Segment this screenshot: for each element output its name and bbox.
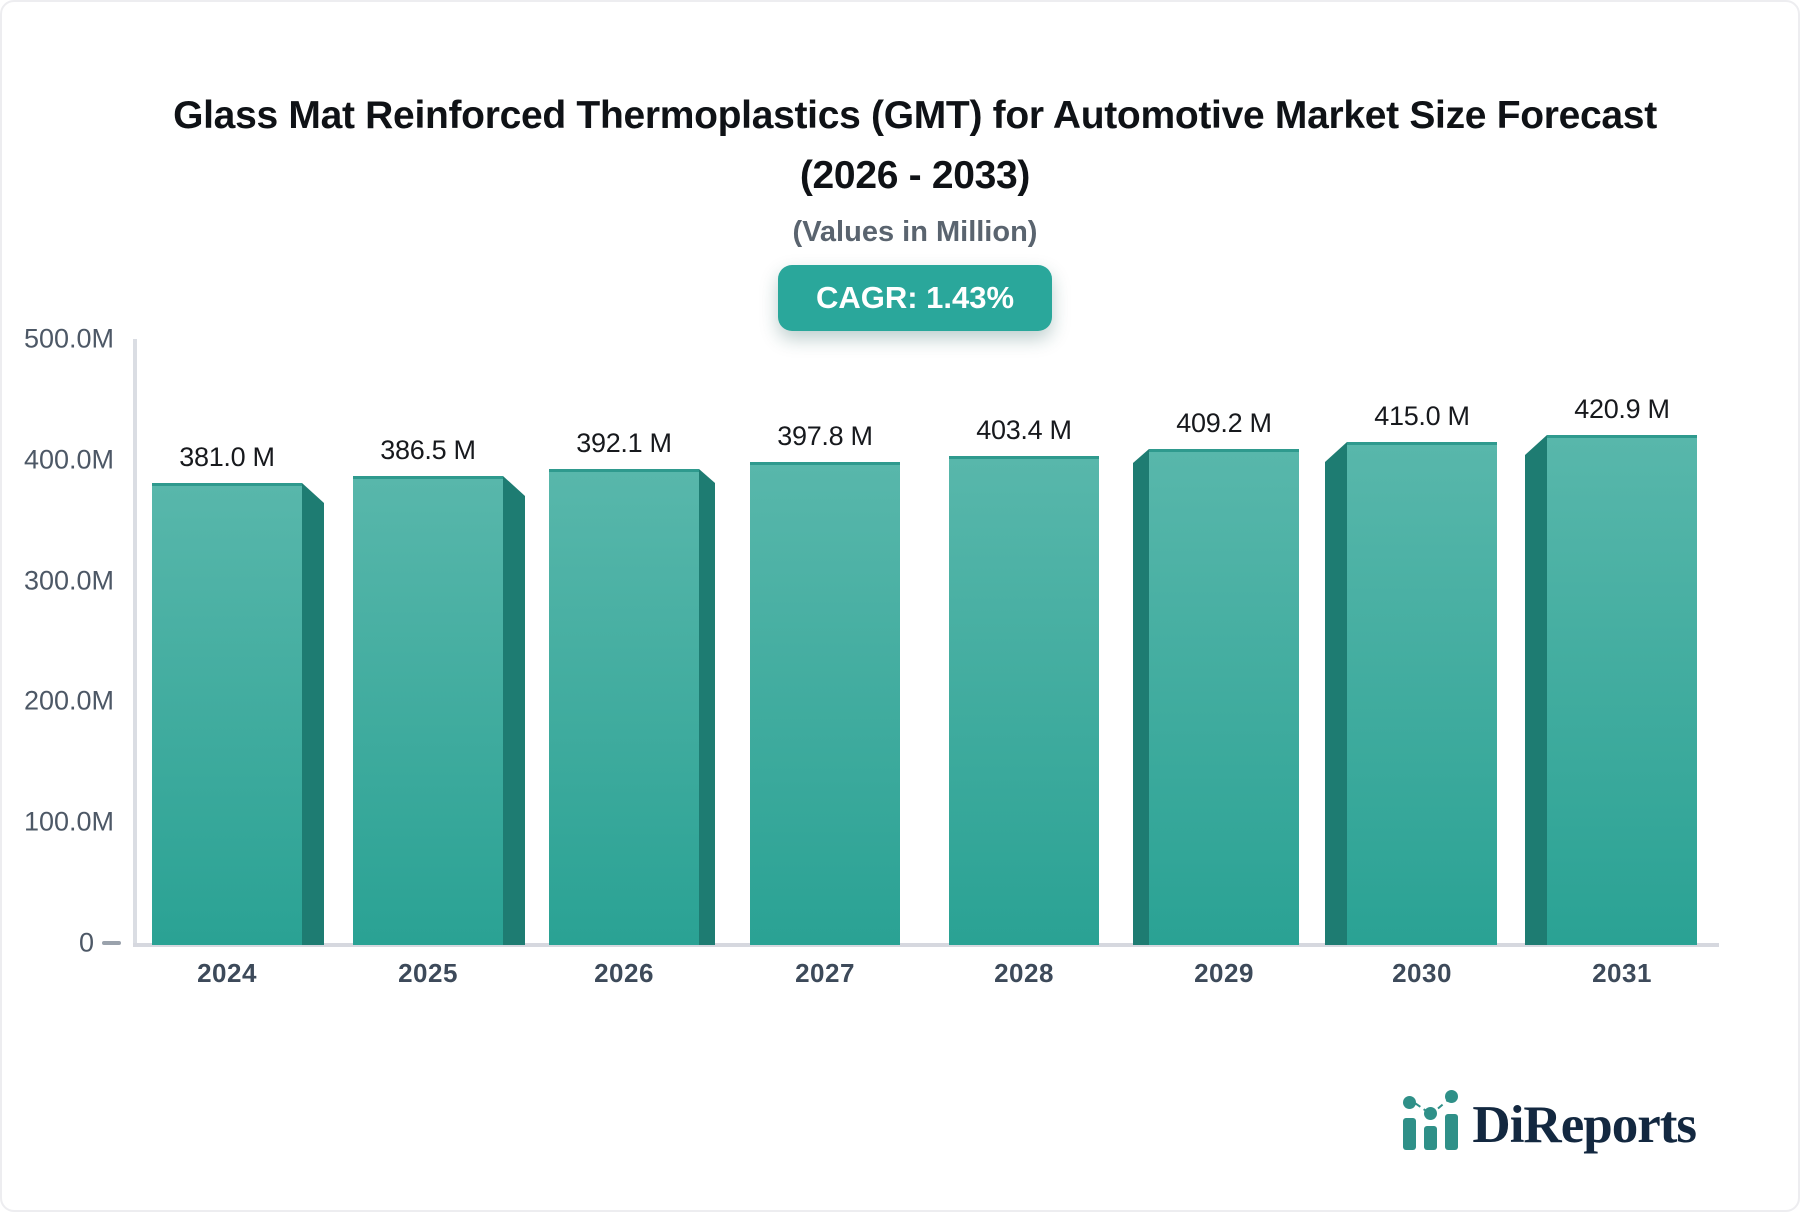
y-axis-tick-label: 500.0M xyxy=(23,323,114,354)
bar[interactable] xyxy=(949,456,1099,945)
bar-value-label: 381.0 M xyxy=(179,442,275,472)
y-axis-tick-mark xyxy=(102,941,121,945)
y-axis-tick-label: 0 xyxy=(78,927,94,958)
x-axis-label: 2024 xyxy=(197,958,257,988)
bar-chart-logo-icon xyxy=(1403,1086,1461,1150)
bar-3d-side xyxy=(302,483,324,945)
y-axis-tick-label: 200.0M xyxy=(23,685,114,716)
bar-value-label: 392.1 M xyxy=(576,428,672,458)
bar-value-label: 409.2 M xyxy=(1176,408,1272,438)
x-axis-label: 2025 xyxy=(398,958,458,988)
x-axis-label: 2029 xyxy=(1194,958,1254,988)
bar-3d-side xyxy=(1133,449,1149,945)
bar[interactable] xyxy=(353,476,503,945)
y-axis-tick-label: 100.0M xyxy=(23,806,114,837)
logo-text: DiReports xyxy=(1472,1096,1697,1155)
x-axis-label: 2030 xyxy=(1392,958,1452,988)
bar-3d-side xyxy=(503,476,525,945)
bar[interactable] xyxy=(1547,435,1697,945)
bar-3d-side xyxy=(1525,435,1547,945)
x-axis-label: 2027 xyxy=(795,958,855,988)
bar-value-label: 397.8 M xyxy=(777,421,873,451)
bar-value-label: 420.9 M xyxy=(1574,394,1670,424)
bar[interactable] xyxy=(750,462,900,945)
bar-value-label: 415.0 M xyxy=(1374,401,1470,431)
bar-value-label: 403.4 M xyxy=(976,415,1072,445)
chart-header: Glass Mat Reinforced Thermoplastics (GMT… xyxy=(107,94,1723,331)
chart-subtitle: (Values in Million) xyxy=(792,216,1038,248)
bar-value-label: 386.5 M xyxy=(380,435,476,465)
x-axis-label: 2028 xyxy=(994,958,1054,988)
y-axis-tick-label: 400.0M xyxy=(23,444,114,475)
bar-3d-side xyxy=(1325,442,1347,945)
bar[interactable] xyxy=(549,469,699,945)
bar[interactable] xyxy=(152,483,302,945)
y-axis-tick-label: 300.0M xyxy=(23,565,114,596)
x-axis-line xyxy=(133,943,1719,947)
y-axis-line xyxy=(133,339,137,947)
chart-title-line1: Glass Mat Reinforced Thermoplastics (GMT… xyxy=(173,94,1657,137)
x-axis-label: 2026 xyxy=(594,958,654,988)
bar-3d-side xyxy=(699,469,715,945)
x-axis-label: 2031 xyxy=(1592,958,1652,988)
chart-title-line2: (2026 - 2033) xyxy=(799,154,1031,197)
direports-logo: DiReports xyxy=(1403,1086,1697,1155)
bar[interactable] xyxy=(1149,449,1299,945)
cagr-badge: CAGR: 1.43% xyxy=(777,265,1053,331)
bar[interactable] xyxy=(1347,442,1497,945)
